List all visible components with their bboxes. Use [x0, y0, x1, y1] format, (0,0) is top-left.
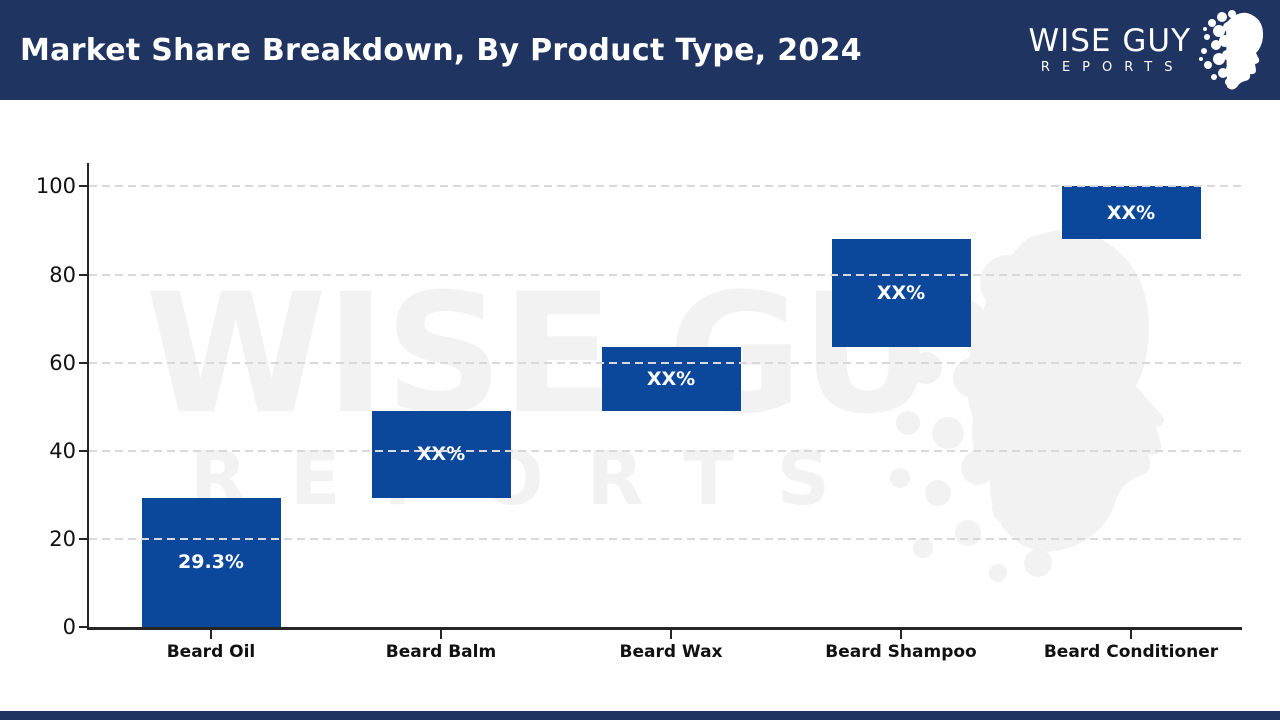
bar-value-label: XX%	[1106, 201, 1156, 224]
y-tick-label: 60	[49, 350, 76, 375]
gridline-100	[89, 185, 1241, 188]
x-axis-line	[87, 627, 1242, 630]
category-label: Beard Shampoo	[825, 642, 977, 662]
footer-bar	[0, 711, 1280, 720]
y-tick-80	[79, 273, 87, 276]
y-tick-20	[79, 537, 87, 540]
y-tick-40	[79, 449, 87, 452]
header-bar: Market Share Breakdown, By Product Type,…	[0, 0, 1280, 100]
x-tick	[900, 630, 902, 639]
y-tick-label: 80	[49, 262, 76, 287]
category-label: Beard Wax	[619, 642, 723, 662]
category-label: Beard Balm	[385, 642, 497, 662]
gridline-80	[89, 273, 1241, 276]
y-axis-line	[87, 163, 89, 629]
bar-beard-balm: XX%	[371, 411, 511, 498]
y-tick-100	[79, 185, 87, 188]
x-tick	[670, 630, 672, 639]
y-tick-label: 0	[62, 615, 76, 639]
x-tick	[210, 630, 212, 639]
bar-beard-conditioner: XX%	[1061, 186, 1201, 240]
y-tick-60	[79, 361, 87, 364]
watermark-subtitle: REPORTS	[190, 436, 874, 522]
bar-value-label: XX%	[646, 368, 696, 391]
wiseguy-logo: WISE GUY REPORTS	[1028, 7, 1266, 93]
page-title: Market Share Breakdown, By Product Type,…	[20, 32, 862, 68]
x-tick	[440, 630, 442, 639]
bar-beard-wax: XX%	[601, 347, 741, 412]
category-label: Beard Conditioner	[1043, 642, 1219, 662]
gridline-60	[89, 361, 1241, 364]
bar-value-label: 29.3%	[178, 551, 244, 574]
y-tick-label: 100	[35, 174, 76, 199]
bar-value-label: XX%	[416, 443, 466, 466]
logo-wordmark: WISE GUY	[1028, 23, 1191, 59]
gridline-20	[89, 537, 1241, 540]
logo-text: WISE GUY REPORTS	[1028, 23, 1191, 75]
bar-beard-shampoo: XX%	[831, 239, 971, 348]
bar-beard-oil: 29.3%	[141, 497, 281, 627]
gridline-40	[89, 449, 1241, 452]
logo-subtitle: REPORTS	[1040, 60, 1185, 75]
logo-head-icon	[1199, 10, 1264, 90]
y-tick-label: 40	[49, 438, 76, 463]
category-label: Beard Oil	[166, 642, 256, 662]
bar-value-label: XX%	[876, 282, 926, 305]
x-tick	[1130, 630, 1132, 639]
y-tick-0	[79, 626, 87, 628]
y-tick-label: 20	[49, 526, 76, 551]
